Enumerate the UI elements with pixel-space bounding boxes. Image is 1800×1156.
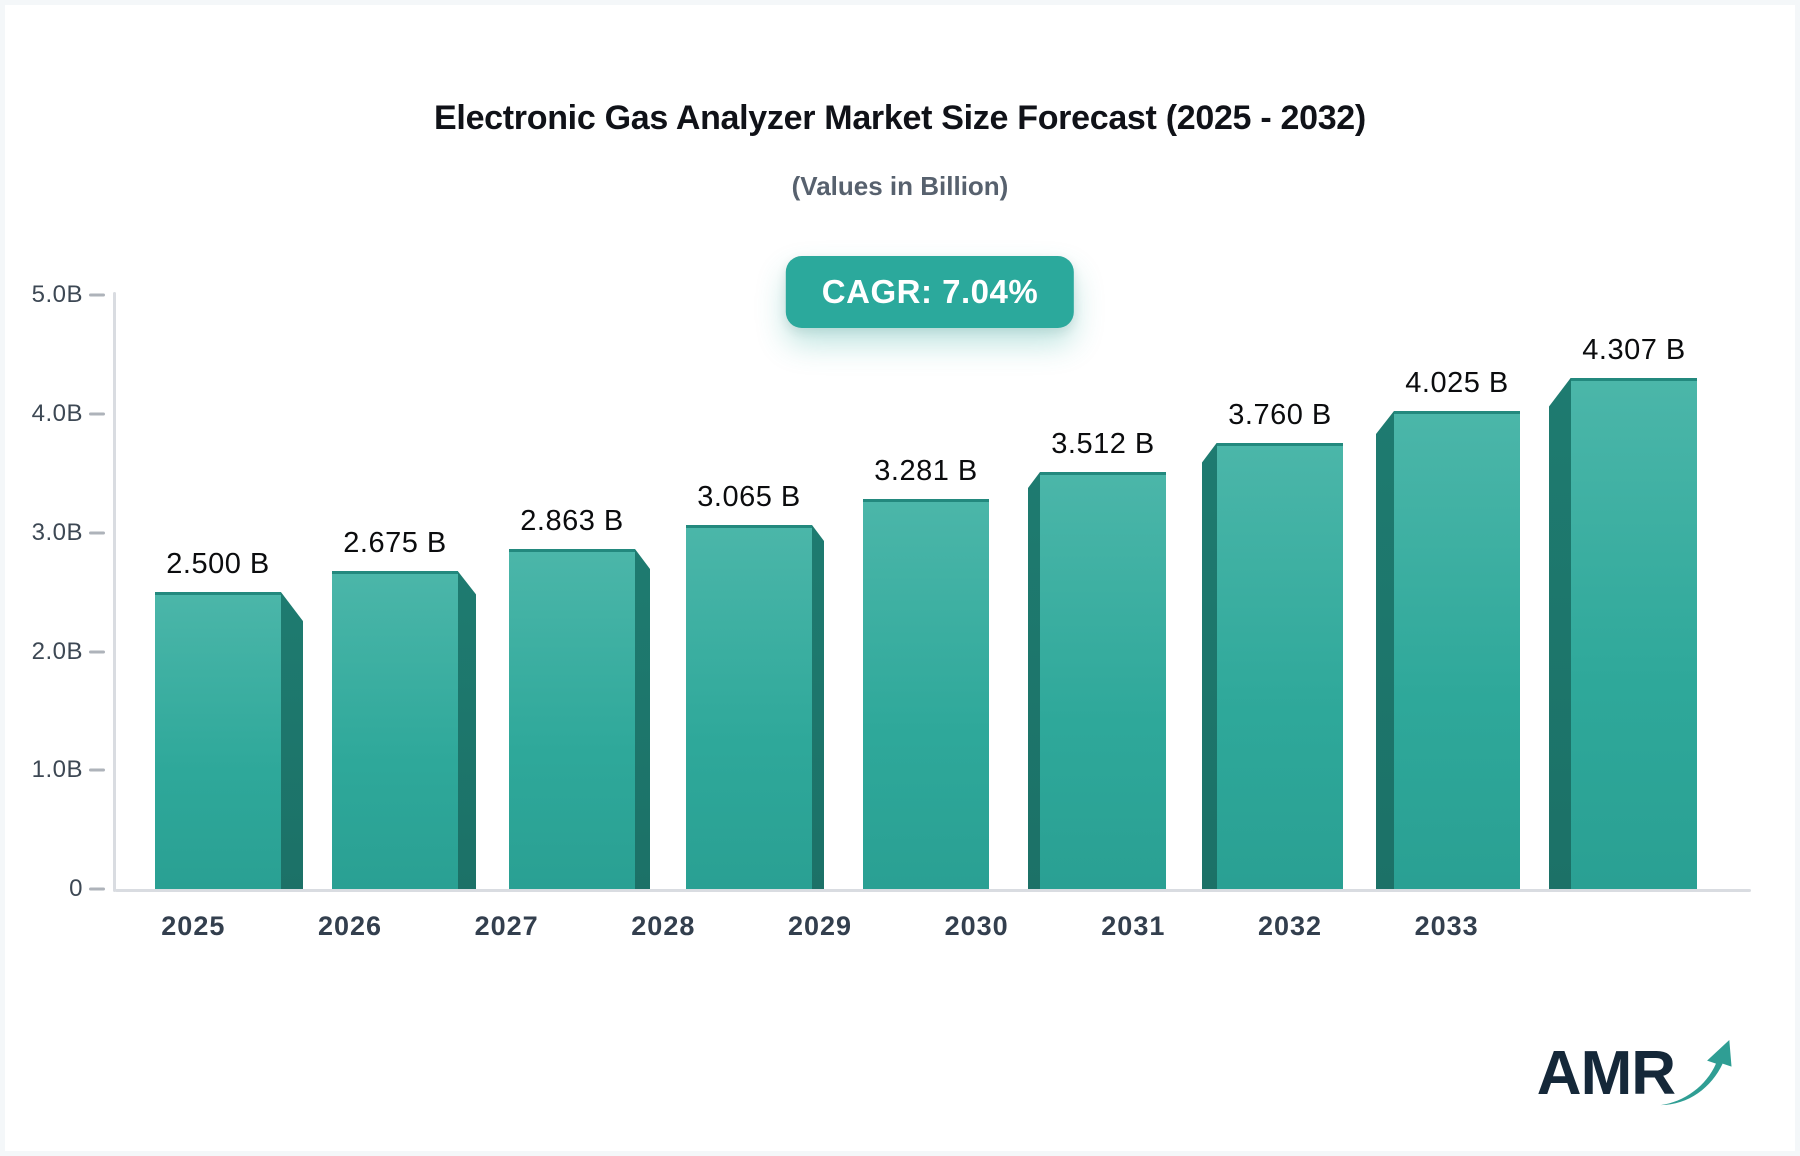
- brand-logo-text: AMR: [1536, 1039, 1676, 1108]
- x-axis-label: 2030: [944, 911, 1009, 941]
- bar-value-label: 4.025 B: [1405, 367, 1509, 400]
- bar-2032: [1394, 411, 1520, 889]
- bar-2027: [509, 549, 635, 889]
- y-axis-label: 4.0B: [31, 400, 83, 427]
- x-axis-label: 2025: [161, 911, 226, 941]
- bar-side-face-2026: [458, 571, 476, 889]
- x-axis-label: 2027: [474, 911, 539, 941]
- bar-chart: 5.0B 4.0B 3.0B 2.0B 1.0B 0 2.500 B 2.675 B 2.86…: [5, 5, 1795, 1151]
- x-axis-label: 2031: [1101, 911, 1166, 941]
- bar-value-label: 3.760 B: [1228, 398, 1332, 431]
- x-axis-label: 2033: [1414, 911, 1479, 941]
- y-axis-tick: [89, 412, 105, 416]
- y-axis-label: 0: [69, 875, 83, 902]
- bar-value-label: 3.512 B: [1051, 427, 1155, 460]
- bar-side-face-2032: [1376, 411, 1394, 889]
- bar-2031: [1217, 442, 1343, 889]
- x-axis-label: 2029: [787, 911, 853, 941]
- y-axis-line: [113, 292, 116, 892]
- bar-value-label: 2.500 B: [166, 548, 270, 581]
- bar-2029: [863, 499, 989, 889]
- y-axis-label: 3.0B: [31, 518, 83, 546]
- y-axis-tick: [89, 768, 105, 772]
- bar-value-label: 3.065 B: [697, 481, 801, 514]
- x-axis-label: 2026: [317, 911, 383, 941]
- bar-side-face-2025: [281, 592, 303, 889]
- bar-value-label: 2.863 B: [520, 505, 624, 538]
- bar-side-face-2027: [635, 549, 650, 889]
- growth-arrow-icon: [1660, 1039, 1732, 1106]
- chart-subtitle: (Values in Billion): [791, 171, 1009, 201]
- bar-value-label: 4.307 B: [1582, 333, 1686, 366]
- bar-2030: [1040, 471, 1166, 889]
- bar-2033: [1571, 377, 1697, 889]
- cagr-badge: CAGR: 7.04%: [785, 256, 1075, 328]
- y-axis-tick: [89, 293, 105, 297]
- bar-value-label: 3.281 B: [874, 455, 978, 488]
- y-axis-tick: [89, 650, 105, 653]
- bar-side-face-2033: [1549, 377, 1571, 889]
- bar-value-label: 2.675 B: [343, 527, 447, 560]
- bar-side-face-2028: [812, 525, 824, 889]
- bar-2028: [686, 525, 812, 889]
- bar-2026: [332, 571, 458, 889]
- bar-side-face-2031: [1202, 442, 1217, 889]
- chart-title: Electronic Gas Analyzer Market Size Fore…: [434, 99, 1366, 137]
- y-axis-label: 5.0B: [31, 281, 83, 309]
- y-axis-label: 1.0B: [31, 756, 83, 784]
- x-axis-line: [115, 889, 1751, 892]
- x-axis-label: 2032: [1257, 911, 1323, 941]
- brand-logo: AMR: [1536, 1039, 1733, 1113]
- bar-2025: [155, 592, 281, 889]
- y-axis-tick: [89, 887, 105, 891]
- bar-side-face-2030: [1028, 471, 1040, 889]
- y-axis-label: 2.0B: [31, 637, 83, 665]
- x-axis-label: 2028: [631, 911, 696, 941]
- y-axis-tick: [89, 531, 105, 535]
